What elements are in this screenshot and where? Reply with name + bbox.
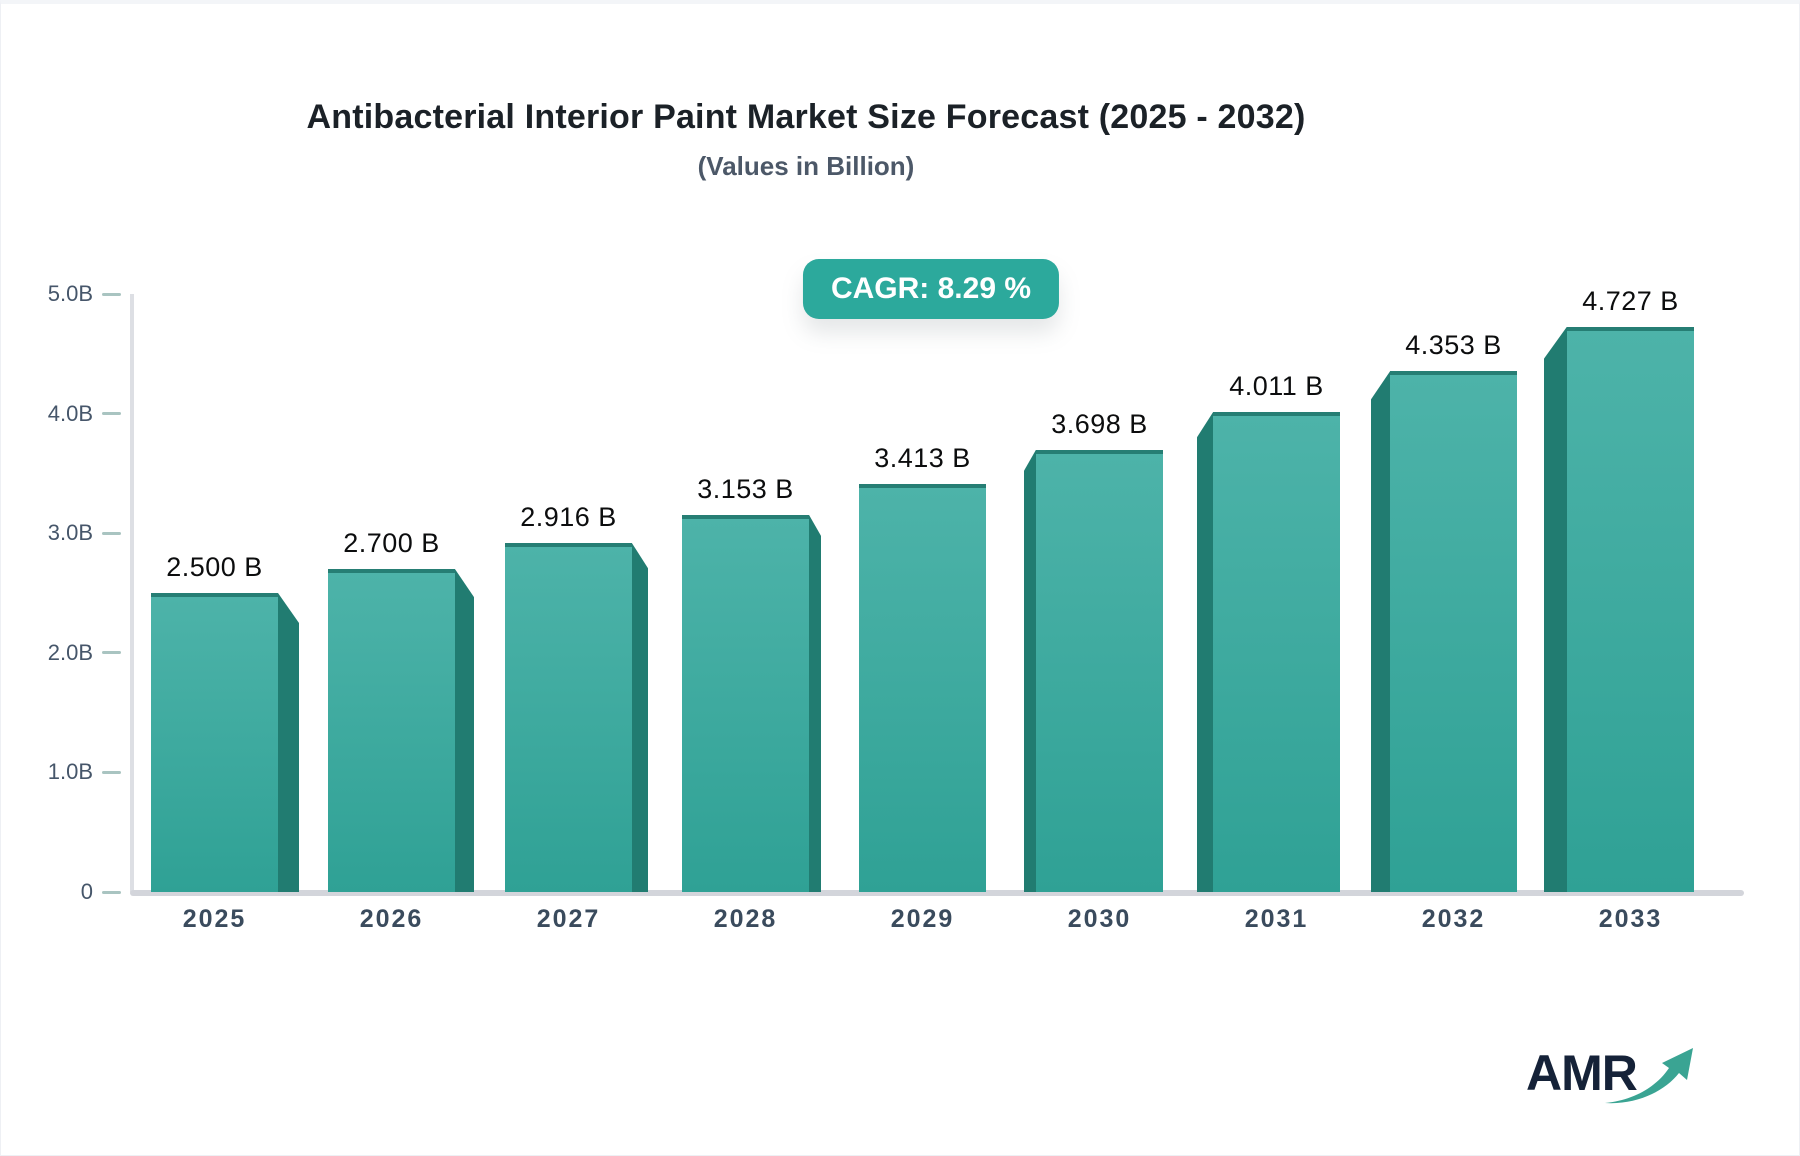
chart-subtitle: (Values in Billion)	[697, 151, 915, 181]
bar-face	[1567, 326, 1694, 892]
y-tick-dash	[102, 651, 121, 655]
x-tick-label: 2031	[1244, 905, 1309, 933]
bar-value-label: 3.698 B	[1051, 408, 1148, 439]
bar-face	[859, 483, 986, 892]
bar-face	[151, 593, 278, 892]
y-tick-dash	[102, 531, 121, 535]
x-tick-label: 2033	[1598, 905, 1663, 933]
bar-side	[278, 593, 299, 892]
y-tick-label: 3.0B	[47, 520, 93, 546]
y-tick-label: 2.0B	[47, 639, 93, 665]
y-tick-label: 5.0B	[47, 281, 93, 306]
x-tick-label: 2025	[182, 905, 247, 933]
bar-side	[632, 543, 648, 892]
y-tick-label: 1.0B	[47, 759, 93, 785]
y-axis-line	[130, 294, 134, 892]
x-tick-label: 2028	[713, 905, 778, 933]
x-tick-label: 2030	[1067, 905, 1132, 933]
bar-side	[1544, 326, 1567, 892]
bar-value-label: 4.727 B	[1582, 285, 1679, 316]
y-tick-dash	[102, 292, 121, 296]
logo-text: AMR	[1526, 1045, 1638, 1101]
x-tick-label: 2027	[536, 905, 601, 933]
y-tick-dash	[102, 412, 121, 416]
bar-value-label: 4.011 B	[1229, 371, 1324, 402]
bar-side	[1371, 371, 1390, 892]
bar-face	[1036, 449, 1163, 892]
bar-value-label: 3.413 B	[874, 442, 971, 473]
x-axis-line	[130, 890, 1744, 896]
amr-logo: AMR	[1526, 1044, 1726, 1124]
bar-face	[682, 514, 809, 892]
x-tick-label: 2026	[359, 905, 424, 933]
y-tick-dash	[102, 770, 121, 774]
bar-value-label: 4.353 B	[1405, 330, 1502, 361]
bar-side	[1024, 449, 1036, 892]
bar-face	[505, 543, 632, 892]
bar-face	[328, 569, 455, 892]
cagr-badge: CAGR: 8.29 %	[802, 259, 1060, 319]
bar-side	[1197, 412, 1213, 892]
x-tick-label: 2032	[1421, 905, 1486, 933]
bar-value-label: 3.153 B	[697, 473, 794, 504]
bar-side	[455, 569, 474, 892]
bar-value-label: 2.500 B	[166, 552, 263, 582]
y-tick-label: 4.0B	[47, 400, 93, 426]
growth-arrow-icon	[1605, 1048, 1693, 1104]
bar-value-label: 2.916 B	[520, 502, 617, 533]
bar-value-label: 2.700 B	[343, 528, 440, 559]
chart-title: Antibacterial Interior Paint Market Size…	[306, 98, 1306, 136]
y-tick-dash	[102, 890, 121, 894]
bar-face	[1390, 371, 1517, 892]
bar-side	[809, 514, 821, 892]
x-tick-label: 2029	[890, 905, 955, 933]
bar-face	[1213, 412, 1340, 892]
y-tick-label: 0	[80, 879, 93, 904]
